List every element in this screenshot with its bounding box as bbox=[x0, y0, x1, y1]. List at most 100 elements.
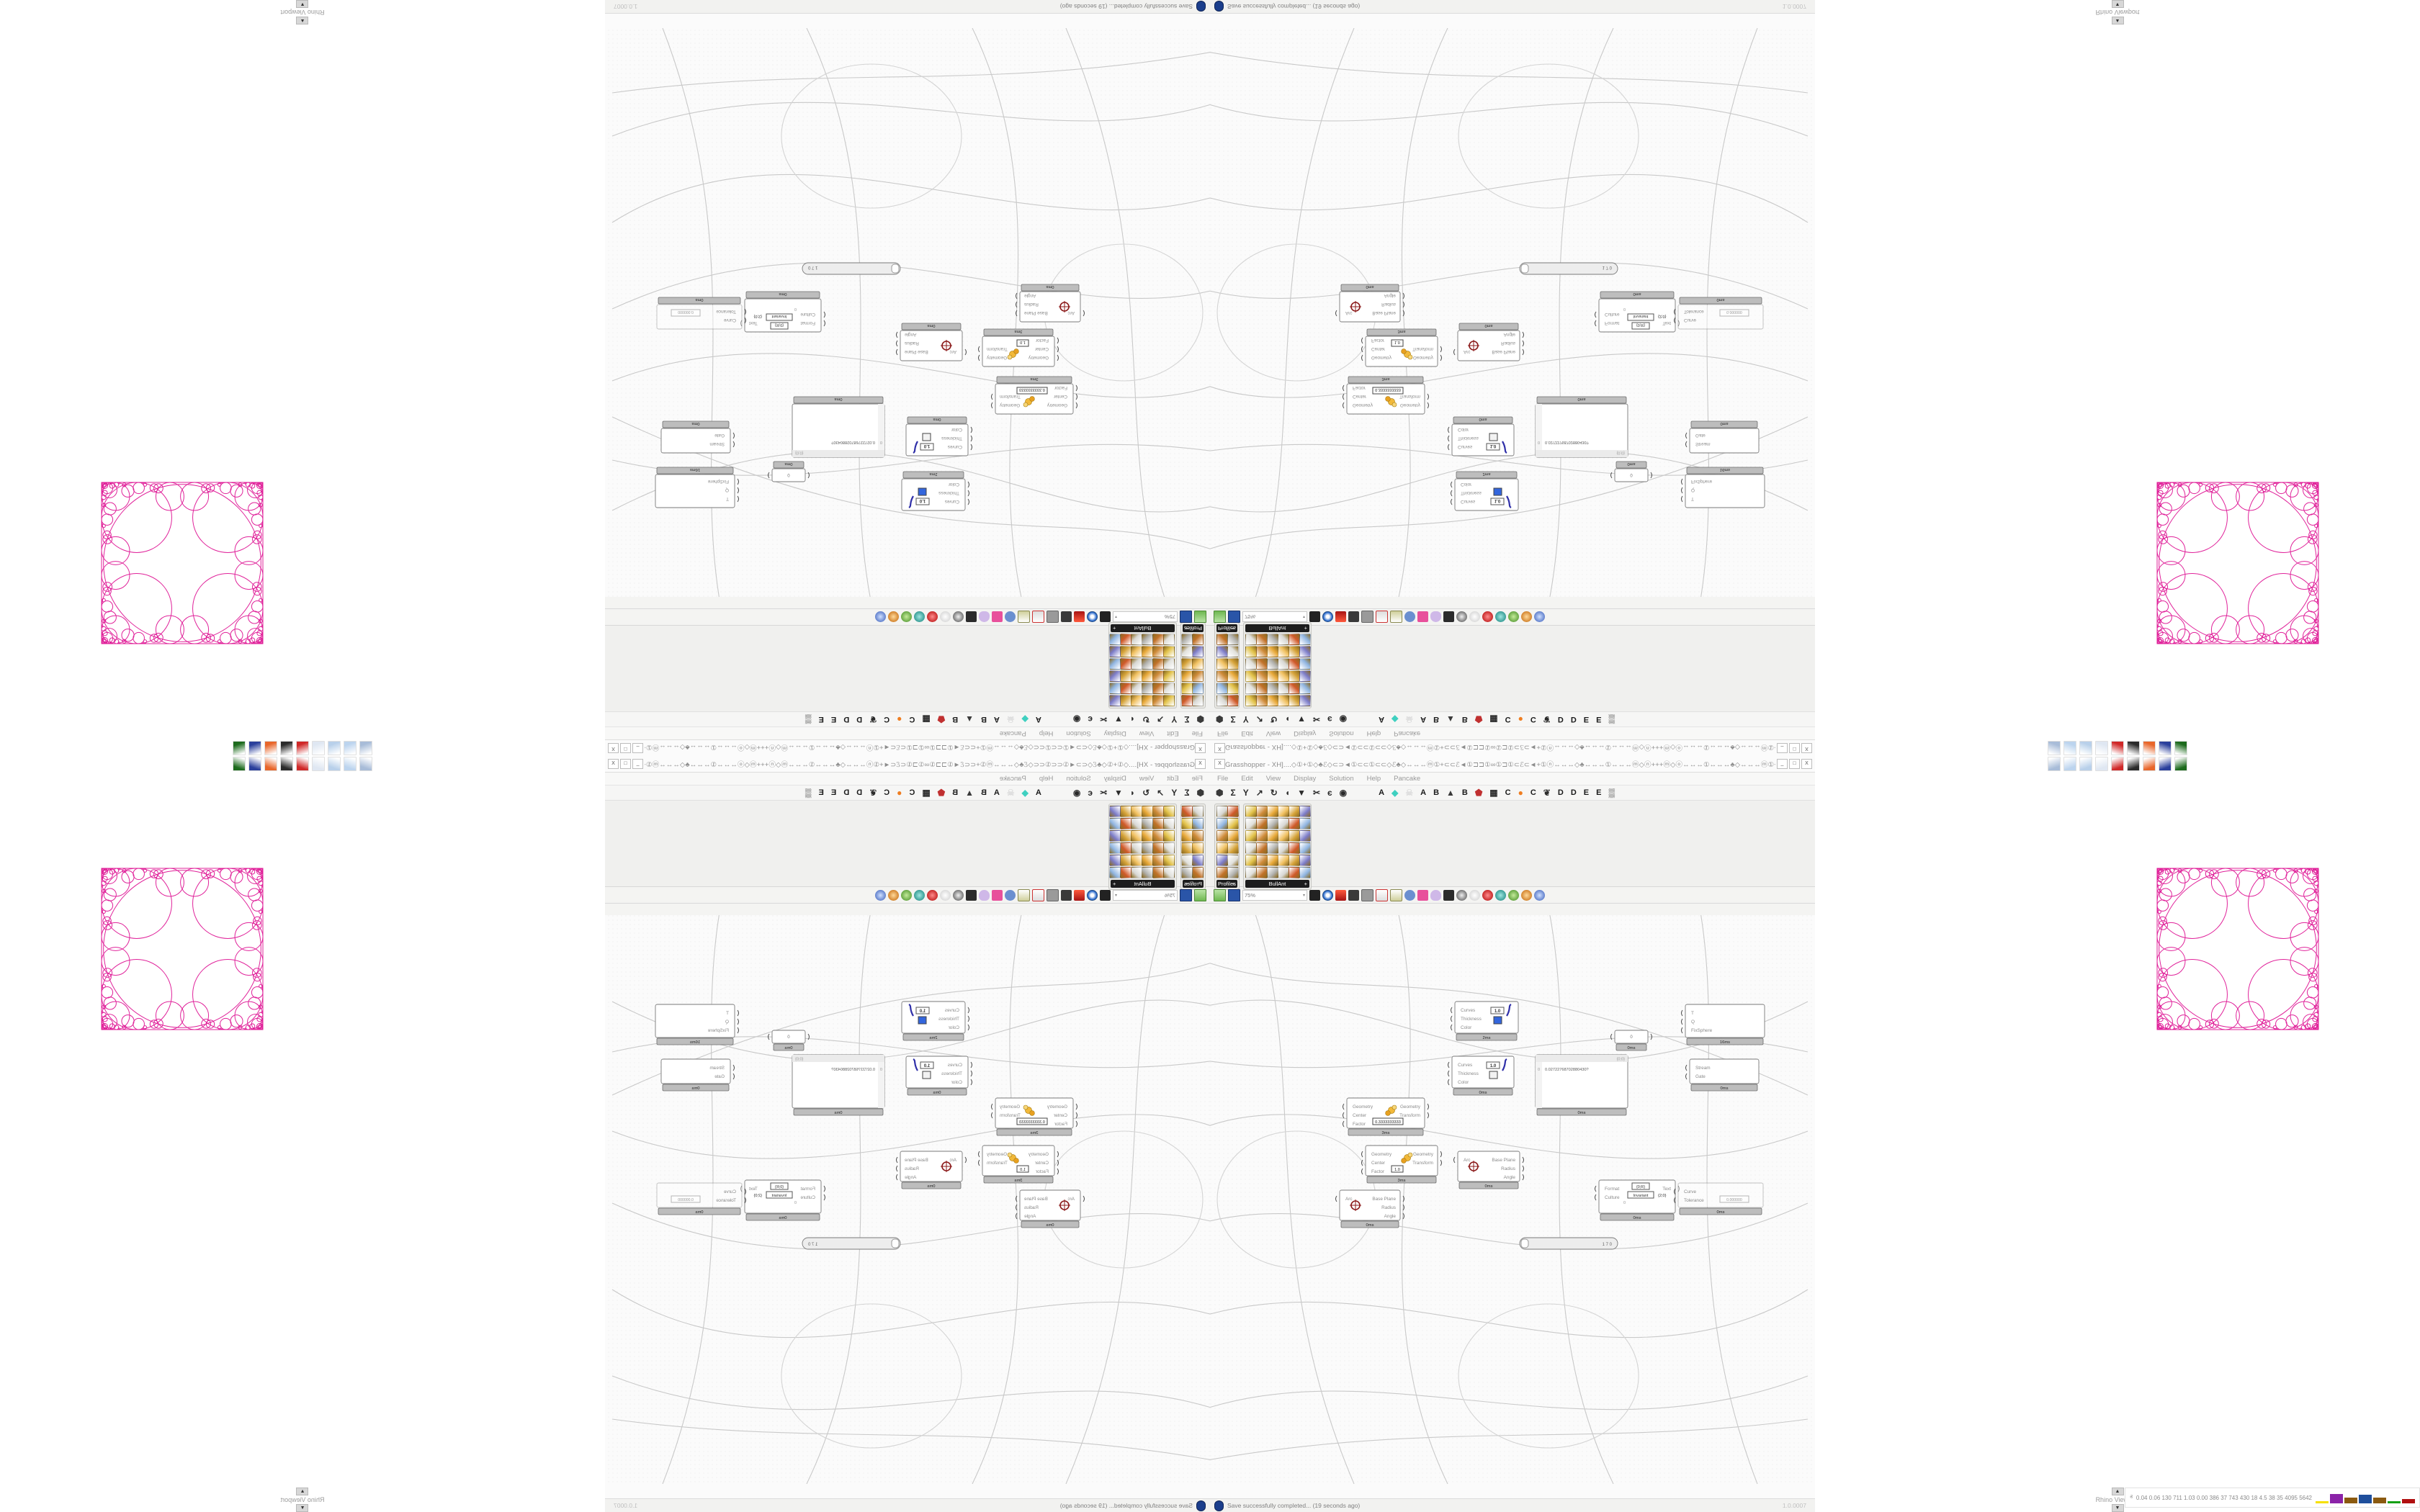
minimize-icon[interactable]: _ bbox=[1777, 759, 1788, 769]
palette-component-icon[interactable] bbox=[1142, 670, 1153, 682]
menu-item-pancake[interactable]: Pancake bbox=[1394, 775, 1421, 783]
sphere-dark-icon[interactable] bbox=[1456, 889, 1467, 901]
search-icon[interactable] bbox=[1404, 611, 1415, 623]
transform-tab[interactable]: є bbox=[1327, 714, 1332, 724]
chevron-up-icon[interactable]: ⱏ bbox=[2129, 1494, 2133, 1500]
chevron-up-icon[interactable]: ▲ bbox=[2111, 17, 2124, 24]
palette-component-icon[interactable] bbox=[1163, 867, 1175, 878]
gh-component[interactable]: TQ FixSphere 16ms bbox=[655, 467, 739, 508]
palette-component-icon[interactable] bbox=[1289, 658, 1300, 670]
palette-component-icon[interactable] bbox=[1192, 634, 1204, 645]
cluster-icon[interactable] bbox=[1047, 888, 1059, 901]
gh-component[interactable]: Arc Base Plane Radius Angle 0ms bbox=[1453, 323, 1524, 361]
close-icon[interactable]: X bbox=[1801, 759, 1812, 769]
palette-component-icon[interactable] bbox=[1142, 842, 1153, 854]
jade-tab[interactable]: ◆ bbox=[1022, 714, 1028, 724]
palette-component-icon[interactable] bbox=[1256, 818, 1268, 829]
mesh-tab[interactable]: ▼ bbox=[1114, 788, 1123, 798]
addon-b2-tab[interactable]: B bbox=[1462, 716, 1468, 724]
palette-component-icon[interactable] bbox=[1163, 695, 1175, 706]
gh-component[interactable]: Curves Thickness Color 1.0 0ms bbox=[1448, 416, 1515, 456]
palette-component-icon[interactable] bbox=[1227, 695, 1239, 706]
menu-bar[interactable]: File Edit View Display Solution Help Pan… bbox=[1210, 726, 1815, 739]
sphere-ghost-icon[interactable] bbox=[1469, 889, 1480, 901]
sphere-blue-icon[interactable] bbox=[1534, 611, 1545, 623]
palette-component-icon[interactable] bbox=[1109, 867, 1121, 878]
palette-component-icon[interactable] bbox=[1109, 658, 1121, 670]
palette-tab-bullant[interactable]: BullAnt + bbox=[1245, 880, 1309, 888]
close-icon[interactable]: X bbox=[1195, 743, 1206, 753]
zoom-level-field[interactable]: 75% ▾ bbox=[1113, 611, 1178, 623]
grasshopper-titlebar[interactable]: X Grasshopper - XH]....◇①+①◇♣ℰ◇⊂⊃◄①⊂⊂①⊂⊂… bbox=[1210, 739, 1815, 756]
document-blue2-icon[interactable] bbox=[328, 741, 341, 755]
palette-component-icon[interactable] bbox=[1299, 830, 1311, 842]
palette-component-icon[interactable] bbox=[1227, 634, 1239, 645]
palette-component-icon[interactable] bbox=[1216, 670, 1228, 682]
dots-tab[interactable]: ▒ bbox=[805, 788, 812, 798]
palette-component-icon[interactable] bbox=[1131, 830, 1142, 842]
minimize-icon[interactable]: _ bbox=[632, 743, 643, 753]
scissor-cross-icon[interactable] bbox=[966, 611, 977, 623]
addon-b-tab[interactable]: B bbox=[1433, 788, 1439, 797]
cluster-icon[interactable] bbox=[1361, 611, 1373, 624]
menu-item-help[interactable]: Help bbox=[1366, 729, 1381, 737]
palette-component-icon[interactable] bbox=[1278, 842, 1289, 854]
profiles-palette[interactable]: Profiles + bbox=[1214, 622, 1240, 708]
palette-component-icon[interactable] bbox=[1109, 683, 1121, 694]
maximize-icon[interactable]: □ bbox=[620, 759, 631, 769]
palette-component-icon[interactable] bbox=[1245, 830, 1257, 842]
gh-component[interactable]: Curves Thickness Color 1.0 2ms bbox=[1451, 471, 1519, 511]
palette-component-icon[interactable] bbox=[1256, 670, 1268, 682]
palette-component-icon[interactable] bbox=[1152, 867, 1164, 878]
palette-component-icon[interactable] bbox=[1278, 855, 1289, 866]
gh-component[interactable]: Format Culture Text {0;R} Invariant {2;0} 0 0ms bbox=[740, 1179, 825, 1221]
rhino-viewport-canvas[interactable] bbox=[0, 24, 605, 740]
palette-component-icon[interactable] bbox=[1267, 658, 1278, 670]
palette-component-icon[interactable] bbox=[1278, 634, 1289, 645]
palette-component-icon[interactable] bbox=[1109, 806, 1121, 817]
palette-component-icon[interactable] bbox=[1299, 695, 1311, 706]
palette-component-icon[interactable] bbox=[1120, 842, 1131, 854]
addon-a2-tab[interactable]: A bbox=[994, 716, 1000, 724]
chevron-up-icon[interactable]: ▲ bbox=[296, 1488, 309, 1495]
palette-component-icon[interactable] bbox=[1299, 867, 1311, 878]
display-tab[interactable]: ◉ bbox=[1340, 714, 1347, 724]
palette-component-icon[interactable] bbox=[1278, 830, 1289, 842]
document-stack-icon[interactable] bbox=[359, 741, 372, 755]
search-icon[interactable] bbox=[1005, 889, 1016, 901]
palette-component-icon[interactable] bbox=[1131, 842, 1142, 854]
minimize-icon[interactable]: _ bbox=[1777, 743, 1788, 753]
addon-d-tab[interactable]: D bbox=[856, 788, 862, 797]
balloon-icon[interactable] bbox=[979, 611, 990, 623]
palette-component-icon[interactable] bbox=[1227, 646, 1239, 657]
palette-component-icon[interactable] bbox=[1163, 842, 1175, 854]
chevron-down-icon[interactable]: ▾ bbox=[1115, 614, 1118, 619]
menu-item-view[interactable]: View bbox=[1265, 729, 1281, 737]
gh-component[interactable]: 1 7 0 bbox=[802, 262, 901, 275]
palette-component-icon[interactable] bbox=[1152, 855, 1164, 866]
addon-d-tab[interactable]: D bbox=[1558, 788, 1564, 797]
palette-component-icon[interactable] bbox=[1120, 695, 1131, 706]
palette-component-icon[interactable] bbox=[1289, 830, 1300, 842]
palette-component-icon[interactable] bbox=[1216, 867, 1228, 878]
skull-tab[interactable]: ☠ bbox=[1007, 788, 1015, 798]
gh-component[interactable]: Geometry Center Factor Geometry Transform 0.3… bbox=[991, 1097, 1077, 1136]
floppy-blue-icon[interactable] bbox=[248, 741, 261, 755]
firefox-icon[interactable] bbox=[264, 757, 277, 771]
palette-component-icon[interactable] bbox=[1192, 842, 1204, 854]
addon-a-tab[interactable]: A bbox=[1036, 716, 1041, 724]
palette-component-icon[interactable] bbox=[1109, 670, 1121, 682]
palette-component-icon[interactable] bbox=[1152, 842, 1164, 854]
palette-component-icon[interactable] bbox=[1181, 818, 1193, 829]
menu-item-pancake[interactable]: Pancake bbox=[1394, 729, 1421, 737]
gh-component[interactable]: Curve Tolerance 0.000000 0ms bbox=[1674, 1182, 1764, 1215]
document-blue-icon[interactable] bbox=[344, 741, 357, 755]
palette-tab-bullant[interactable]: BullAnt + bbox=[1111, 880, 1175, 888]
palette-expander-icon[interactable]: + bbox=[1304, 881, 1307, 887]
palette-component-icon[interactable] bbox=[1256, 683, 1268, 694]
palette-component-icon[interactable] bbox=[1109, 830, 1121, 842]
bullant-palette[interactable]: BullAnt + bbox=[1243, 622, 1312, 708]
palette-component-icon[interactable] bbox=[1131, 695, 1142, 706]
jade-tab[interactable]: ◆ bbox=[1022, 788, 1028, 798]
grid-tab[interactable]: ▦ bbox=[922, 714, 930, 724]
